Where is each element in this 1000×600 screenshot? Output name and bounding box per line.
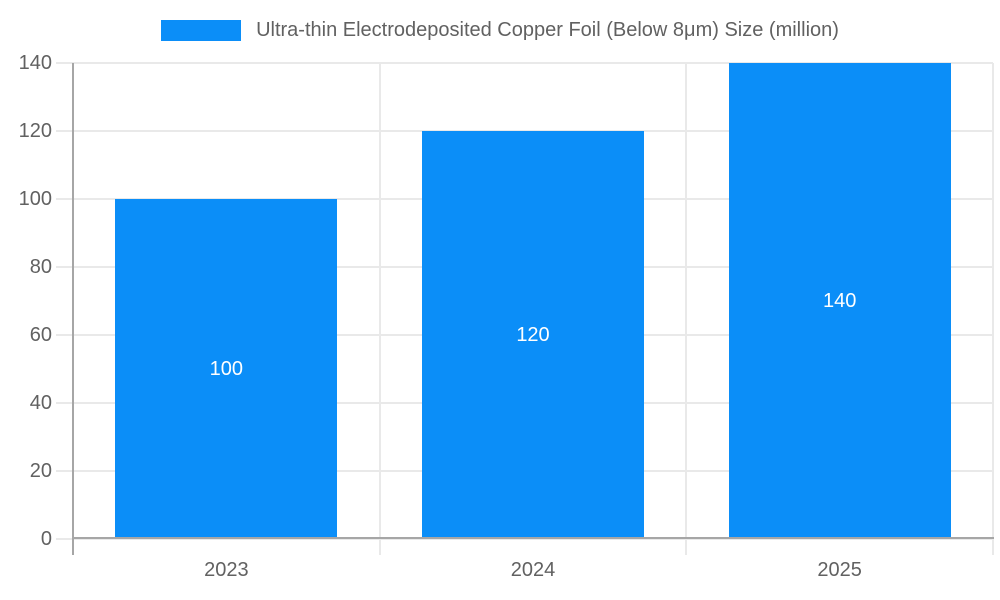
bar-2025: [728, 63, 951, 539]
bar-2023: [115, 199, 338, 539]
bar-2024: [422, 131, 644, 539]
plot-area: 100 120 140: [56, 62, 994, 555]
legend-swatch: [161, 19, 242, 41]
bar-value-label: 140: [822, 290, 857, 312]
y-axis-tick-label: 80: [29, 256, 52, 278]
y-axis-tick-label: 40: [29, 392, 52, 414]
bar-value-label: 100: [209, 358, 244, 380]
gridline-y-140: [56, 62, 993, 64]
bar-value-label: 120: [516, 324, 550, 346]
gridline-x-boundary-2: [685, 63, 688, 555]
x-axis-line: [72, 537, 994, 539]
x-axis-tick-label: 2023: [204, 559, 249, 581]
legend-label: Ultra-thin Electrodeposited Copper Foil …: [256, 18, 839, 41]
x-axis-tick-label: 2024: [510, 559, 556, 581]
x-axis-tick-label: 2025: [817, 559, 862, 581]
y-axis-tick-label: 60: [29, 324, 52, 346]
y-axis-tick-labels: 0 20 40 60 80 100 120 140: [0, 0, 52, 600]
chart-legend-item[interactable]: Ultra-thin Electrodeposited Copper Foil …: [0, 14, 1000, 46]
gridline-x-boundary-3: [992, 63, 994, 555]
y-axis-tick-label: 100: [18, 188, 52, 210]
gridline-x-boundary-1: [378, 63, 381, 555]
y-axis-tick-label: 120: [18, 120, 52, 142]
y-axis-tick-label: 140: [18, 52, 52, 74]
y-axis-tick-label: 0: [40, 528, 52, 550]
y-axis-line: [72, 63, 74, 555]
y-axis-tick-label: 20: [29, 460, 52, 482]
gridline-y-0: [56, 538, 993, 540]
